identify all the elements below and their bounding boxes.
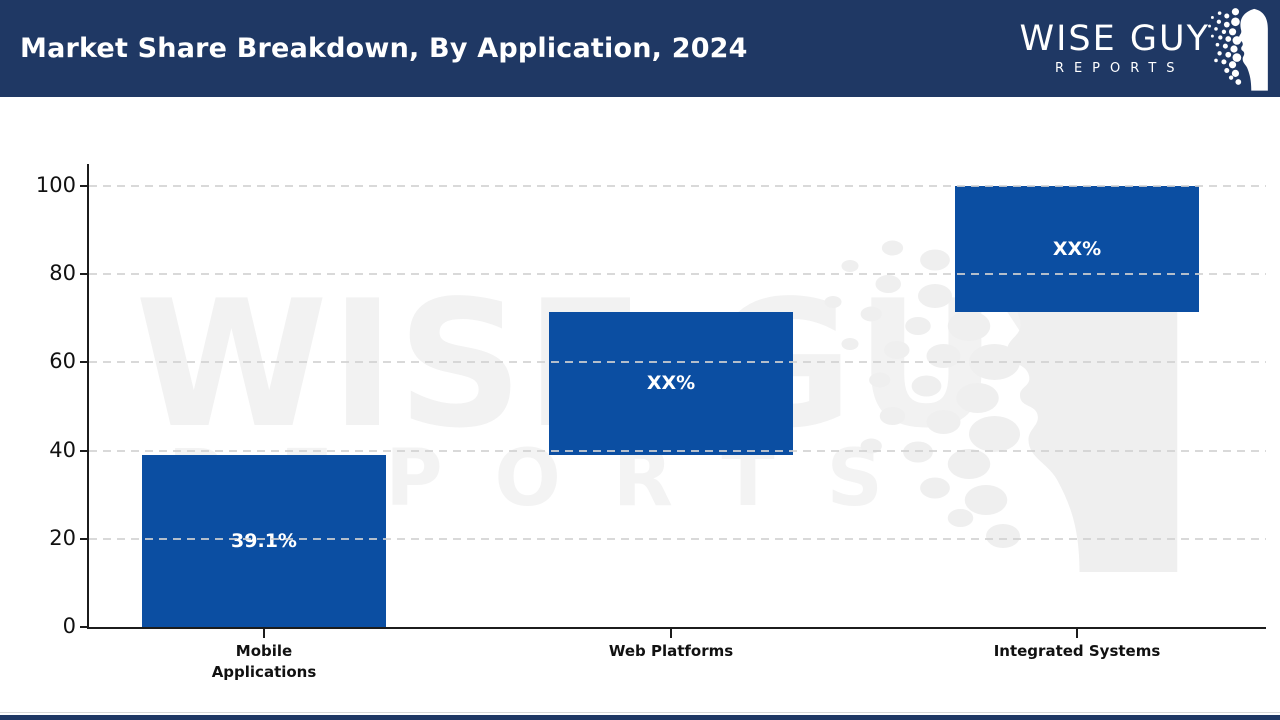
y-tick-label: 100 <box>35 173 76 197</box>
category-label: Integrated Systems <box>993 642 1161 660</box>
y-tick-label: 80 <box>49 261 76 286</box>
logo-wordmark: WISE GUY <box>1019 18 1210 59</box>
y-tick-label: 20 <box>49 525 76 550</box>
y-axis-spine <box>87 164 89 629</box>
bar-value-label: XX% <box>1052 238 1102 261</box>
gridline <box>89 449 1266 452</box>
bar-value-label: XX% <box>646 372 696 395</box>
y-tick-mark <box>80 361 89 364</box>
y-tick-mark <box>80 537 89 540</box>
logo-text: WISE GUY REPORTS <box>1019 18 1210 76</box>
y-tick-label: 60 <box>49 349 76 374</box>
wiseguy-logo: WISE GUY REPORTS <box>1019 6 1280 92</box>
y-tick-mark <box>80 273 89 276</box>
x-tick-mark <box>263 629 265 638</box>
gridline <box>89 361 1266 364</box>
footer-bar <box>0 715 1280 720</box>
y-tick-label: 0 <box>62 614 76 638</box>
y-tick-mark <box>80 185 89 187</box>
x-tick-mark <box>670 629 672 638</box>
bar-segment: XX% <box>955 186 1199 313</box>
x-axis-spine <box>87 627 1266 629</box>
y-tick-mark <box>80 449 89 452</box>
bar-segment: 39.1% <box>142 454 386 627</box>
y-tick-mark <box>80 626 89 628</box>
gridline <box>89 185 1266 187</box>
bottom-hairline <box>0 712 1280 713</box>
gridline <box>89 273 1266 276</box>
y-tick-label: 40 <box>49 437 76 462</box>
bar-segment: XX% <box>549 312 793 455</box>
logo-subtitle: REPORTS <box>1054 60 1185 76</box>
x-tick-mark <box>1076 629 1078 638</box>
category-label: Mobile Applications <box>211 642 317 681</box>
gridline <box>89 537 1266 540</box>
logo-face-icon <box>1208 7 1268 91</box>
page-title: Market Share Breakdown, By Application, … <box>20 33 748 64</box>
bar-value-label: 39.1% <box>231 529 297 552</box>
header: Market Share Breakdown, By Application, … <box>0 0 1280 97</box>
category-label: Web Platforms <box>608 642 734 660</box>
